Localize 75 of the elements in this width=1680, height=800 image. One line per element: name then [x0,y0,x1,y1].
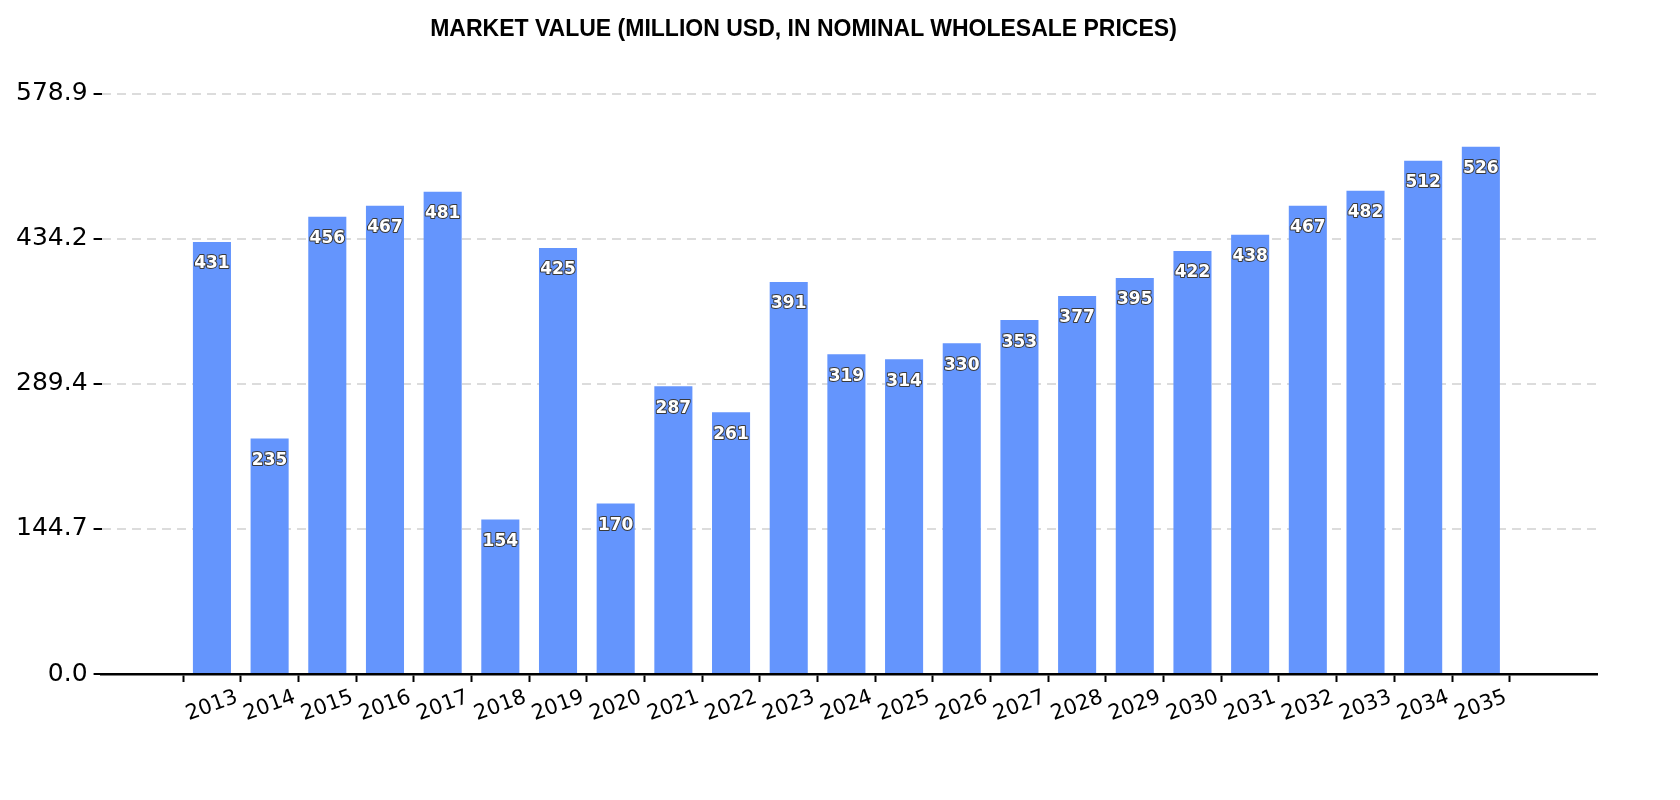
chart-title: MARKET VALUE (MILLION USD, IN NOMINAL WHOLESALE PRICES) [430,15,1177,42]
x-tick-label: 2031 [1220,684,1279,725]
bar [1115,277,1154,673]
bar [1231,234,1270,673]
data-label: 353 [1001,330,1038,351]
x-tick-label: 2028 [1047,684,1106,725]
data-label: 422 [1174,261,1211,282]
x-tick-label: 2034 [1393,684,1452,725]
bar [942,343,981,673]
data-label: 467 [1290,216,1326,237]
bar [365,205,405,673]
x-tick-label: 2018 [470,684,530,725]
bar [654,386,693,673]
data-label: 314 [886,369,922,390]
bar [1404,160,1443,673]
x-tick-label: 2023 [758,684,818,725]
bar [1058,296,1097,673]
x-tick-label: 2032 [1278,684,1337,725]
data-label: 467 [367,216,403,237]
x-tick-label: 2033 [1335,684,1395,725]
bar [596,503,635,673]
x-tick-label: 2025 [874,684,933,725]
data-label: 431 [194,252,230,273]
bar [712,412,751,673]
data-label: 377 [1059,306,1095,327]
y-tick-label: 144.7 [15,512,88,542]
bar [250,438,289,673]
data-label: 482 [1347,201,1384,222]
x-tick-label: 2017 [412,684,472,725]
bar [885,359,924,673]
x-tick-label: 2029 [1105,684,1164,725]
data-label: 261 [713,422,749,443]
x-tick-label: 2022 [701,684,760,725]
x-tick-label: 2013 [182,684,241,725]
x-tick-label: 2020 [585,684,645,725]
bar [423,191,462,673]
bar [1461,146,1500,673]
x-tick-label: 2015 [297,684,356,725]
bar [827,354,866,673]
data-label: 319 [828,364,865,385]
y-tick-label: 0.0 [47,657,88,687]
data-label: 330 [944,353,980,374]
y-tick-label: 578.9 [15,77,88,107]
bar [1173,250,1212,673]
y-tick-label: 434.2 [15,222,88,252]
bar [308,216,347,673]
data-label: 526 [1463,157,1499,178]
data-label: 481 [424,202,461,223]
bar [538,247,578,673]
data-label: 287 [655,396,692,417]
x-tick-label: 2019 [528,684,587,725]
bar [481,519,520,673]
bar [1000,320,1039,673]
data-label: 391 [770,292,807,313]
x-tick-label: 2027 [989,684,1049,725]
data-label: 235 [251,448,288,469]
bar [1288,205,1327,673]
data-label: 395 [1117,288,1153,309]
y-tick-label: 289.4 [15,367,88,397]
bar [769,281,808,673]
data-label: 425 [540,258,576,279]
bar [1346,190,1385,673]
x-tick-label: 2021 [643,684,703,725]
x-tick-label: 2035 [1451,684,1510,725]
data-label: 154 [482,530,519,551]
bar [192,241,231,673]
x-tick-label: 2016 [355,684,414,725]
data-label: 438 [1232,245,1268,266]
data-label: 456 [309,227,346,248]
data-label: 512 [1405,171,1441,192]
x-tick-label: 2014 [239,684,299,725]
x-tick-label: 2030 [1162,684,1222,725]
data-label: 170 [597,513,634,534]
x-tick-label: 2024 [816,684,876,725]
x-tick-label: 2026 [932,684,991,725]
